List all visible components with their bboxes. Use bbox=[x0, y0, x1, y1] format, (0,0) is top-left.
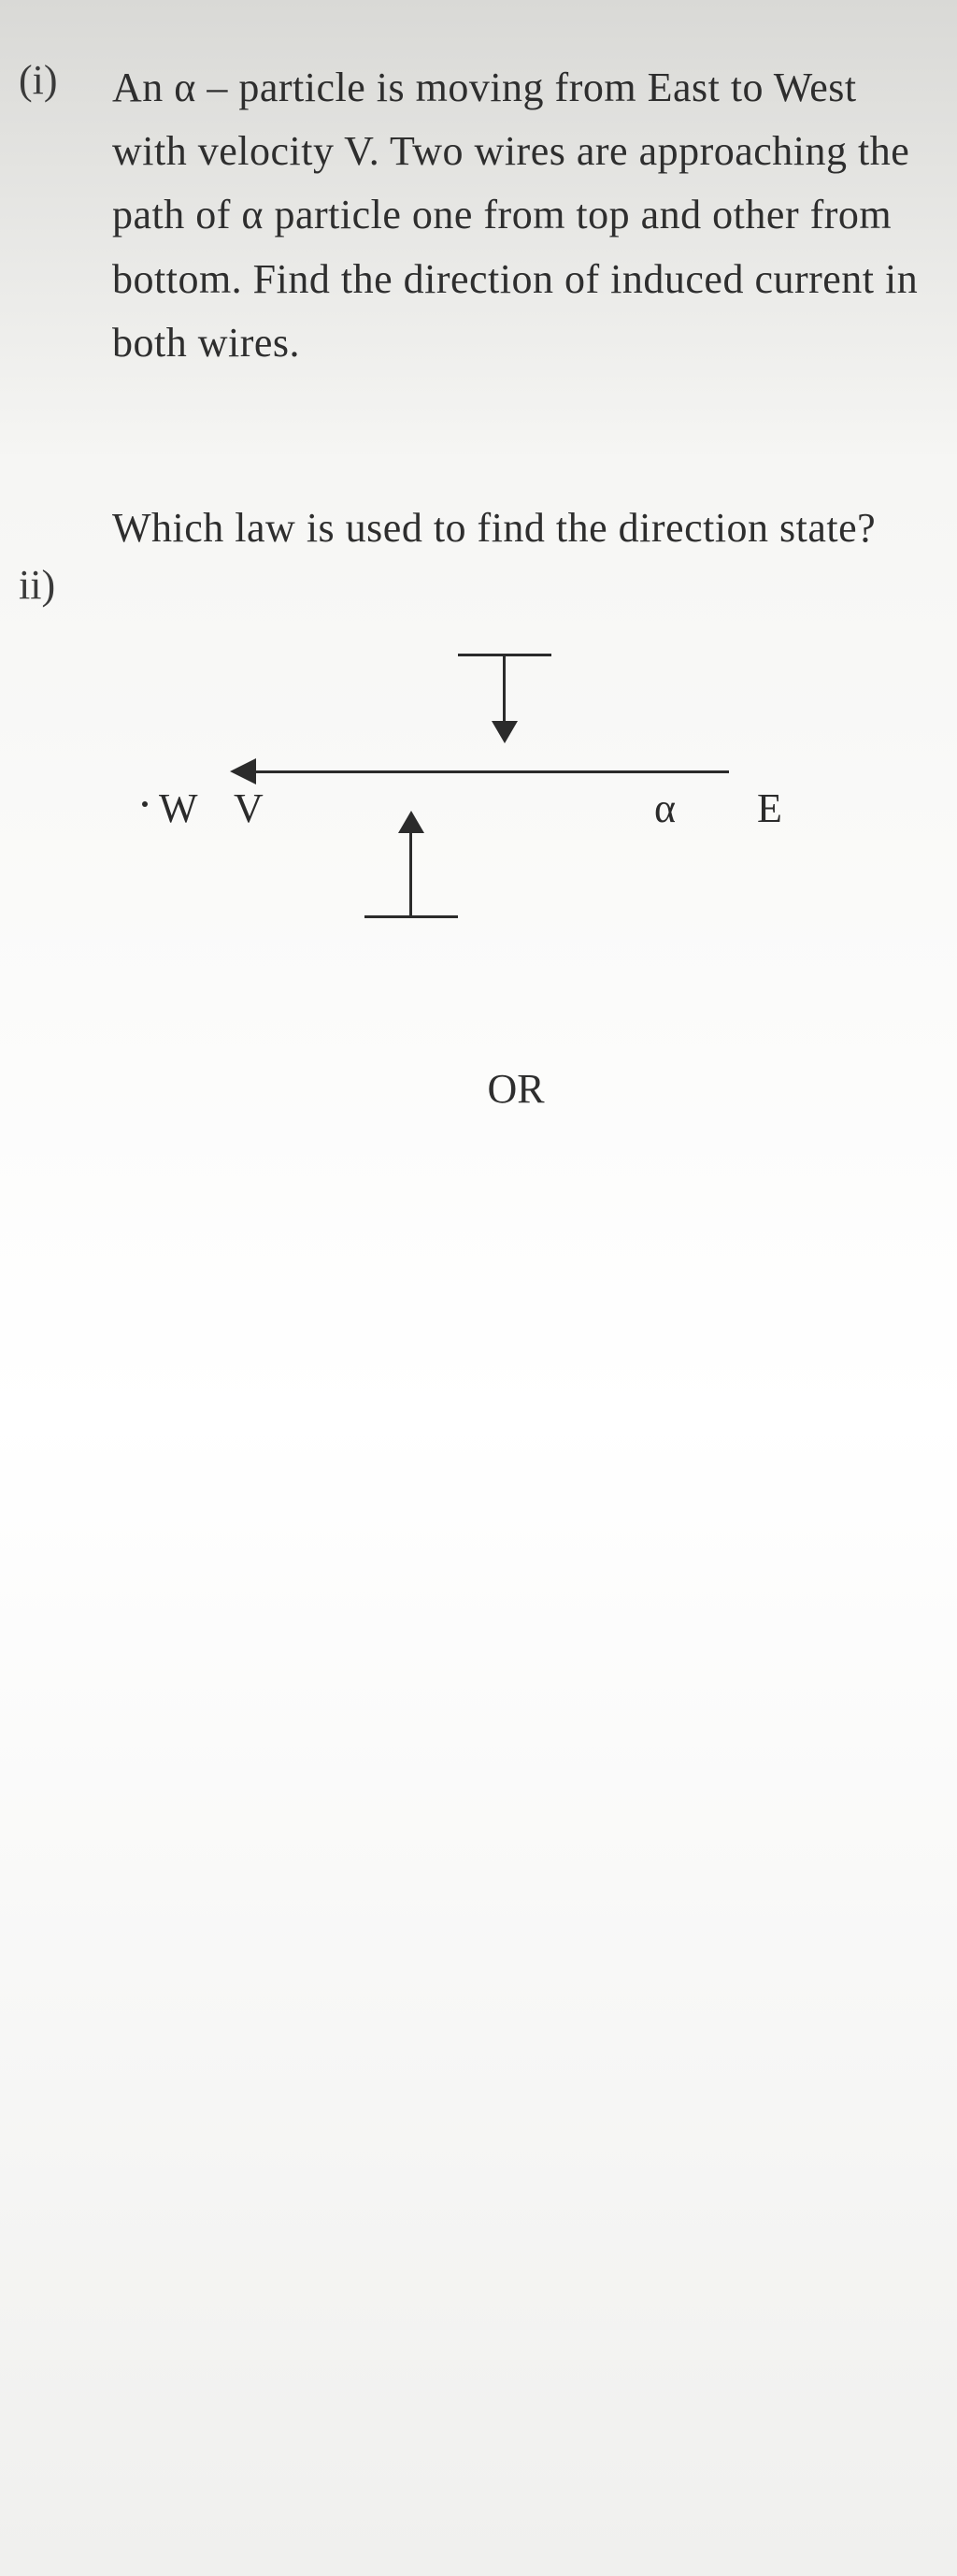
bottom-wire-segment bbox=[364, 915, 458, 918]
top-wire-arrow-head-icon bbox=[492, 721, 518, 743]
west-dot-icon bbox=[142, 801, 148, 807]
label-west: W bbox=[159, 784, 198, 832]
label-velocity: V bbox=[234, 784, 264, 832]
or-separator: OR bbox=[112, 1065, 920, 1113]
label-east: E bbox=[757, 784, 782, 832]
bottom-wire-arrow-shaft bbox=[409, 831, 412, 917]
bottom-wire-arrow-head-icon bbox=[398, 811, 424, 833]
question-text-i: An α – particle is moving from East to W… bbox=[112, 56, 920, 375]
question-number-ii: ii) bbox=[19, 561, 55, 609]
label-alpha: α bbox=[654, 784, 676, 832]
page: (i) An α – particle is moving from East … bbox=[0, 0, 957, 2576]
velocity-line bbox=[243, 770, 729, 773]
question-number-i: (i) bbox=[19, 56, 58, 104]
top-wire-arrow-shaft bbox=[503, 654, 506, 724]
question-text-ii: Which law is used to find the direction … bbox=[112, 496, 920, 560]
alpha-particle-diagram: W V α E bbox=[224, 597, 804, 990]
